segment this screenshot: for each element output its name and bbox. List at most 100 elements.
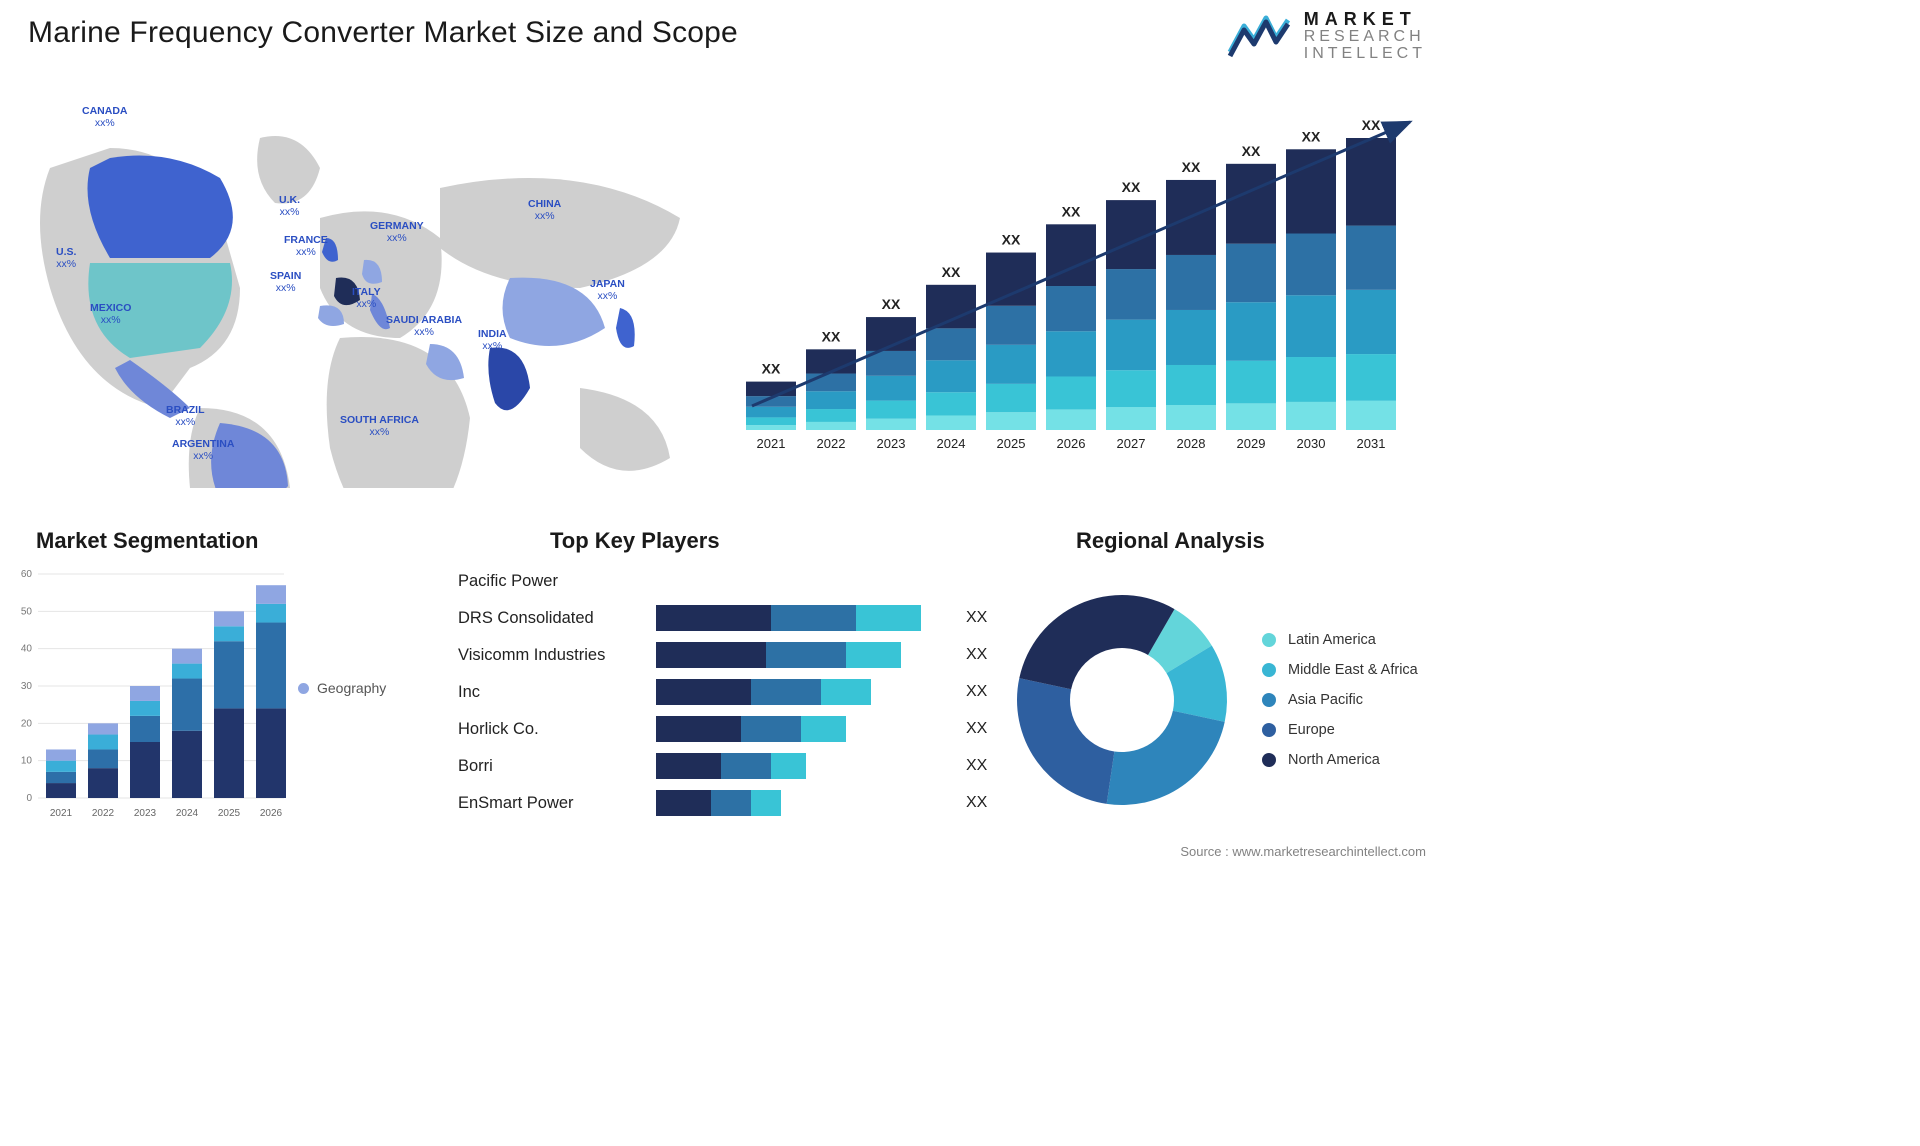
map-country-label: INDIAxx% (478, 328, 507, 352)
svg-text:10: 10 (21, 756, 33, 767)
map-country-label: CHINAxx% (528, 198, 561, 222)
svg-text:XX: XX (942, 264, 961, 280)
svg-text:2023: 2023 (134, 808, 157, 819)
key-player-bar (656, 605, 956, 631)
key-player-name: DRS Consolidated (458, 609, 656, 628)
regional-title: Regional Analysis (1076, 528, 1265, 554)
key-player-name: Inc (458, 683, 656, 702)
source-attribution: Source : www.marketresearchintellect.com (1180, 844, 1426, 859)
svg-text:2027: 2027 (1117, 436, 1146, 451)
key-player-row: EnSmart Power XX (458, 786, 988, 820)
key-player-name: Visicomm Industries (458, 646, 656, 665)
key-player-name: EnSmart Power (458, 794, 656, 813)
map-country-label: ITALYxx% (352, 286, 381, 310)
svg-text:XX: XX (1242, 143, 1261, 159)
segmentation-legend-swatch (298, 683, 309, 694)
svg-text:XX: XX (1002, 232, 1021, 248)
svg-text:2029: 2029 (1237, 436, 1266, 451)
segmentation-bar-chart: 0102030405060202120222023202420252026 (10, 566, 290, 826)
key-player-value: XX (966, 757, 987, 775)
regional-legend-item: Asia Pacific (1262, 692, 1418, 708)
map-country-label: BRAZILxx% (166, 404, 205, 428)
key-player-bar (656, 753, 956, 779)
key-players-title: Top Key Players (550, 528, 720, 554)
map-country-label: MEXICOxx% (90, 302, 131, 326)
brand-logo: MARKET RESEARCH INTELLECT (1226, 10, 1426, 62)
segmentation-legend: Geography (298, 680, 386, 696)
key-player-name: Borri (458, 757, 656, 776)
svg-text:2025: 2025 (218, 808, 241, 819)
regional-legend-item: Latin America (1262, 632, 1418, 648)
svg-text:30: 30 (21, 681, 33, 692)
key-player-row: DRS Consolidated XX (458, 601, 988, 635)
growth-chart-panel: XX2021XX2022XX2023XX2024XX2025XX2026XX20… (740, 88, 1420, 468)
svg-text:2025: 2025 (997, 436, 1026, 451)
map-country-label: GERMANYxx% (370, 220, 424, 244)
regional-legend-label: Middle East & Africa (1288, 662, 1418, 678)
svg-text:XX: XX (882, 296, 901, 312)
regional-panel: Latin America Middle East & Africa Asia Pa… (1010, 570, 1430, 830)
svg-text:2024: 2024 (176, 808, 199, 819)
map-country-label: JAPANxx% (590, 278, 625, 302)
map-country-label: U.S.xx% (56, 246, 76, 270)
map-country-label: SOUTH AFRICAxx% (340, 414, 419, 438)
regional-legend-item: Middle East & Africa (1262, 662, 1418, 678)
map-country-label: FRANCExx% (284, 234, 328, 258)
key-player-row: Visicomm Industries XX (458, 638, 988, 672)
svg-text:0: 0 (26, 793, 32, 804)
key-player-value: XX (966, 794, 987, 812)
svg-text:60: 60 (21, 569, 33, 580)
key-player-bar (656, 790, 956, 816)
segmentation-legend-label: Geography (317, 680, 386, 696)
svg-text:2021: 2021 (50, 808, 73, 819)
segmentation-title: Market Segmentation (36, 528, 259, 554)
key-player-row: Horlick Co. XX (458, 712, 988, 746)
brand-line3: INTELLECT (1304, 46, 1426, 63)
regional-legend: Latin America Middle East & Africa Asia Pa… (1262, 632, 1418, 768)
brand-line2: RESEARCH (1304, 29, 1426, 46)
svg-text:2028: 2028 (1177, 436, 1206, 451)
key-player-bar (656, 679, 956, 705)
svg-text:2024: 2024 (937, 436, 966, 451)
svg-text:XX: XX (822, 328, 841, 344)
regional-legend-item: North America (1262, 752, 1418, 768)
map-country-label: CANADAxx% (82, 105, 128, 129)
svg-text:2022: 2022 (92, 808, 115, 819)
key-player-bar (656, 642, 956, 668)
map-country-label: U.K.xx% (279, 194, 300, 218)
svg-text:50: 50 (21, 606, 33, 617)
svg-text:XX: XX (762, 361, 781, 377)
segmentation-panel: 0102030405060202120222023202420252026 (10, 566, 290, 826)
regional-legend-label: North America (1288, 752, 1380, 768)
regional-legend-item: Europe (1262, 722, 1418, 738)
svg-text:XX: XX (1302, 128, 1321, 144)
svg-text:40: 40 (21, 644, 33, 655)
page-title: Marine Frequency Converter Market Size a… (28, 16, 738, 50)
key-player-row: Borri XX (458, 749, 988, 783)
svg-text:2026: 2026 (1057, 436, 1086, 451)
regional-legend-label: Latin America (1288, 632, 1376, 648)
key-player-row: Inc XX (458, 675, 988, 709)
regional-legend-swatch (1262, 663, 1276, 677)
svg-text:XX: XX (1062, 203, 1081, 219)
svg-text:2021: 2021 (757, 436, 786, 451)
svg-text:2023: 2023 (877, 436, 906, 451)
regional-legend-swatch (1262, 723, 1276, 737)
key-players-panel: Pacific PowerDRS ConsolidatedXXVisicomm … (458, 564, 988, 834)
regional-legend-swatch (1262, 753, 1276, 767)
brand-logo-icon (1226, 12, 1290, 60)
svg-text:20: 20 (21, 718, 33, 729)
map-country-label: SAUDI ARABIAxx% (386, 314, 462, 338)
growth-stacked-bar-chart: XX2021XX2022XX2023XX2024XX2025XX2026XX20… (740, 88, 1420, 468)
key-player-value: XX (966, 683, 987, 701)
key-player-value: XX (966, 609, 987, 627)
key-player-name: Horlick Co. (458, 720, 656, 739)
map-country-label: SPAINxx% (270, 270, 301, 294)
svg-text:2031: 2031 (1357, 436, 1386, 451)
svg-text:XX: XX (1182, 159, 1201, 175)
key-player-row: Pacific Power (458, 564, 988, 598)
key-player-value: XX (966, 646, 987, 664)
svg-text:2030: 2030 (1297, 436, 1326, 451)
key-player-name: Pacific Power (458, 572, 656, 591)
key-player-value: XX (966, 720, 987, 738)
